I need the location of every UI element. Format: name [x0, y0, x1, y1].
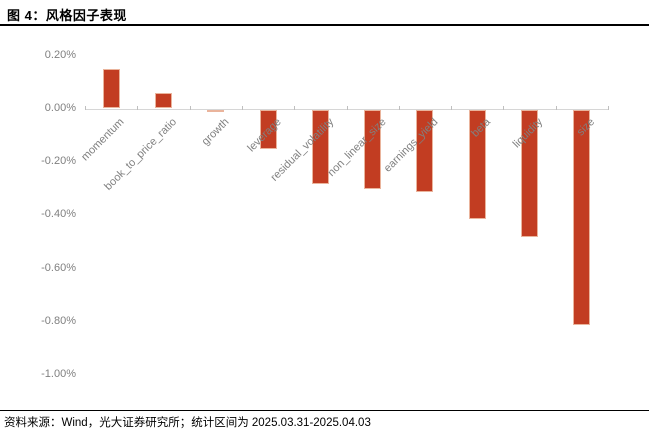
- x-axis-tick-mark: [294, 105, 296, 110]
- x-axis-tick-mark: [346, 105, 348, 110]
- y-axis-tick-label: -0.20%: [41, 155, 76, 168]
- x-axis-tick-mark: [85, 105, 86, 110]
- x-axis-tick-mark: [555, 105, 557, 110]
- y-axis-tick-label: 0.20%: [44, 48, 76, 61]
- y-axis-tick-label: -0.40%: [41, 208, 76, 221]
- source-note: 资料来源：Wind，光大证券研究所；统计区间为 2025.03.31-2025.…: [4, 417, 371, 429]
- bar-size: [573, 109, 591, 325]
- y-axis-tick-label: -0.60%: [41, 261, 76, 274]
- figure-title: 图 4：风格因子表现: [7, 8, 127, 23]
- bar-chart: 0.20% 0.00% -0.20% -0.40% -0.60% -0.80% -1.00%…: [0, 26, 649, 398]
- bar-momentum: [102, 68, 120, 109]
- bar-residual_volatility: [311, 109, 329, 184]
- x-axis-category-label: growth: [199, 115, 232, 148]
- y-axis-tick-label: 0.00%: [44, 102, 76, 114]
- bar-earnings_yield: [416, 109, 434, 192]
- x-axis-tick-mark: [189, 105, 191, 110]
- x-axis-tick-mark: [608, 105, 609, 110]
- x-axis-tick-mark: [398, 105, 400, 110]
- x-axis-tick-mark: [503, 105, 505, 110]
- x-axis-tick-mark: [451, 105, 453, 110]
- title-divider: [0, 24, 649, 26]
- x-axis-tick-mark: [241, 105, 243, 110]
- x-axis-category-label: momentum: [79, 115, 127, 163]
- footer-divider: [0, 410, 649, 411]
- bar-beta: [468, 109, 486, 219]
- bar-non_linear_size: [364, 109, 382, 190]
- y-axis-tick-label: -0.80%: [41, 314, 76, 327]
- bar-liquidity: [521, 109, 539, 238]
- bar-leverage: [259, 109, 277, 150]
- y-axis-tick-label: -1.00%: [41, 368, 76, 380]
- bar-book_to_price_ratio: [154, 92, 172, 109]
- x-axis-tick-mark: [137, 105, 139, 110]
- bar-growth: [207, 109, 225, 113]
